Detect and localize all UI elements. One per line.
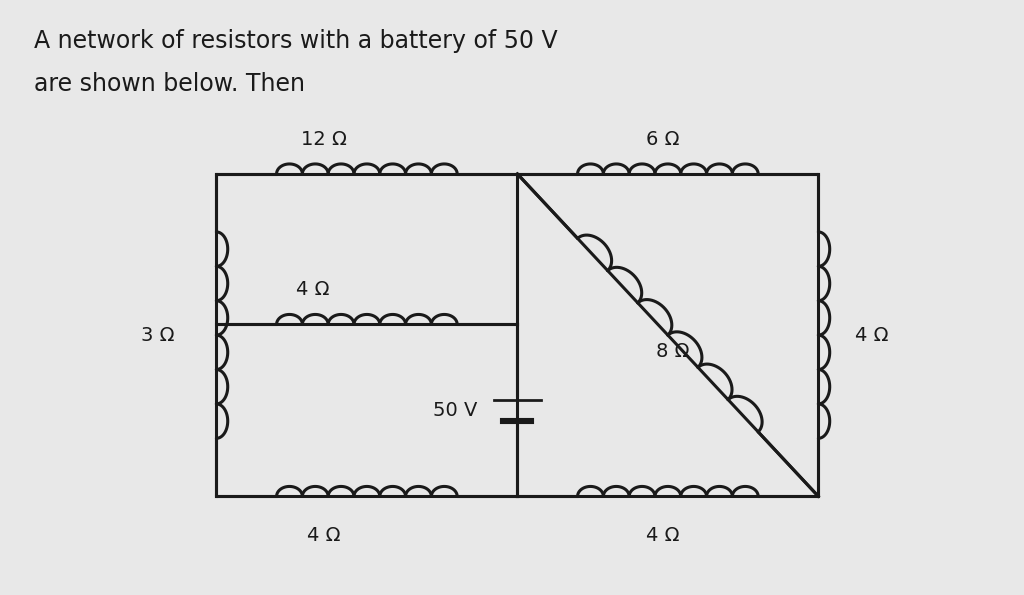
Text: A network of resistors with a battery of 50 V: A network of resistors with a battery of… bbox=[34, 29, 557, 53]
Text: are shown below. Then: are shown below. Then bbox=[34, 72, 304, 96]
Text: 4 Ω: 4 Ω bbox=[307, 525, 341, 544]
Text: 4 Ω: 4 Ω bbox=[296, 280, 330, 299]
Text: 50 V: 50 V bbox=[433, 401, 477, 420]
Text: 3 Ω: 3 Ω bbox=[140, 325, 174, 345]
Text: 4 Ω: 4 Ω bbox=[855, 325, 889, 345]
Text: 6 Ω: 6 Ω bbox=[646, 130, 679, 149]
Text: 4 Ω: 4 Ω bbox=[646, 525, 679, 544]
Text: 8 Ω: 8 Ω bbox=[656, 342, 690, 361]
Text: 12 Ω: 12 Ω bbox=[301, 130, 347, 149]
